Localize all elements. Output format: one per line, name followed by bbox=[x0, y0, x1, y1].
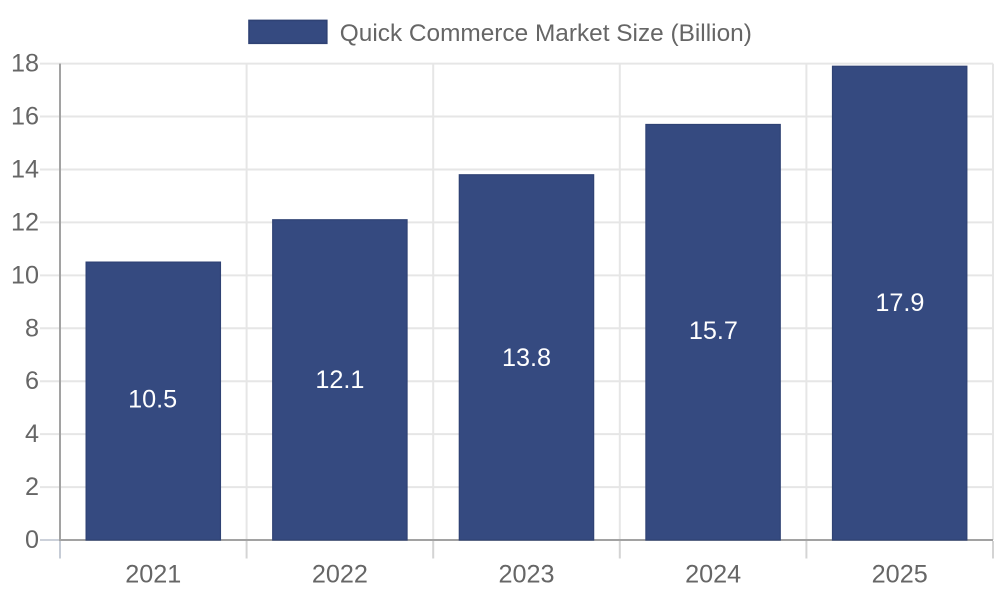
svg-text:2023: 2023 bbox=[498, 561, 554, 589]
svg-text:Quick Commerce Market Size (Bi: Quick Commerce Market Size (Billion) bbox=[340, 20, 752, 47]
svg-text:12.1: 12.1 bbox=[315, 366, 364, 394]
svg-text:2022: 2022 bbox=[312, 561, 368, 589]
svg-text:14: 14 bbox=[11, 155, 39, 183]
svg-text:10.5: 10.5 bbox=[128, 386, 177, 414]
svg-text:2024: 2024 bbox=[685, 561, 741, 589]
svg-text:10: 10 bbox=[11, 261, 39, 289]
svg-text:18: 18 bbox=[11, 50, 39, 78]
svg-text:4: 4 bbox=[25, 420, 39, 448]
svg-text:6: 6 bbox=[25, 367, 39, 395]
svg-text:15.7: 15.7 bbox=[689, 317, 738, 345]
svg-text:8: 8 bbox=[25, 314, 39, 342]
svg-text:13.8: 13.8 bbox=[502, 344, 551, 372]
svg-text:2025: 2025 bbox=[872, 561, 928, 589]
svg-text:16: 16 bbox=[11, 103, 39, 131]
svg-text:0: 0 bbox=[25, 526, 39, 554]
svg-text:2021: 2021 bbox=[125, 561, 181, 589]
svg-text:17.9: 17.9 bbox=[875, 289, 924, 317]
svg-text:12: 12 bbox=[11, 208, 39, 236]
svg-text:2: 2 bbox=[25, 473, 39, 501]
